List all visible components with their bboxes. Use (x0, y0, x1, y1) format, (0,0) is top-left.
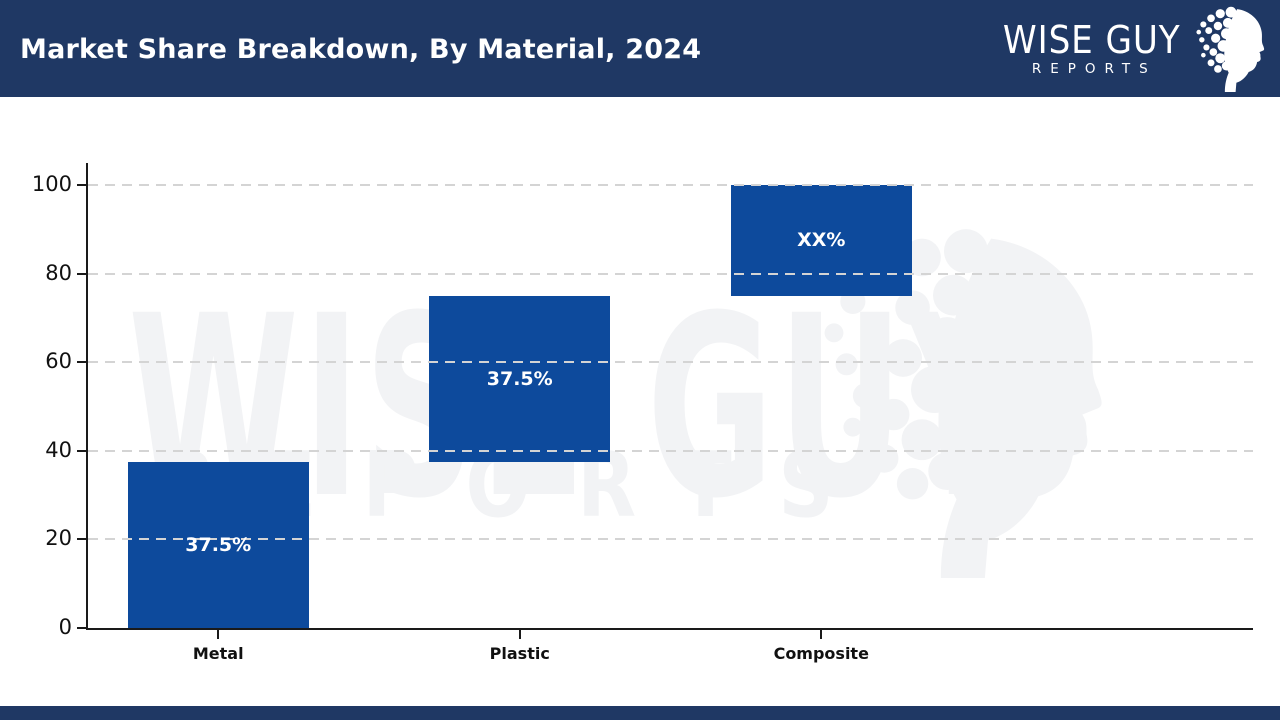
bar-value-label: 37.5% (486, 367, 553, 390)
x-axis-spine (86, 628, 1253, 630)
x-category-label: Composite (773, 644, 869, 663)
y-tick-label: 0 (58, 615, 72, 640)
y-tick-mark (77, 361, 86, 364)
y-gridline (88, 361, 1253, 364)
plot-area: 0 20 40 60 80 100 Metal Plastic Composite 37.5% 37… (32, 163, 1253, 663)
x-category-label: Plastic (489, 644, 550, 663)
y-tick-label: 100 (31, 172, 72, 197)
y-tick-mark (77, 449, 86, 452)
brand-name: WISE GUY (1002, 17, 1181, 62)
x-tick-mark (217, 630, 220, 639)
y-tick-mark (77, 627, 86, 629)
y-tick-label: 20 (45, 526, 72, 551)
brand-logo: WISE GUY REPORTS (993, 5, 1270, 93)
y-gridline (88, 184, 1253, 186)
bar-segment (429, 295, 611, 462)
x-tick-mark (820, 630, 823, 639)
y-axis-spine (86, 163, 88, 630)
logo-head-graphic (1192, 6, 1270, 92)
bar-value-label: XX% (797, 229, 846, 252)
bar-segment (127, 461, 309, 628)
y-tick-label: 40 (45, 437, 72, 462)
x-category-label: Metal (192, 644, 244, 663)
y-gridline (88, 538, 1253, 541)
x-tick-mark (518, 630, 521, 639)
brand-subtitle: REPORTS (1031, 61, 1157, 78)
bar-value-label: 37.5% (185, 533, 252, 556)
y-tick-mark (77, 272, 86, 275)
bar-segment (730, 185, 912, 296)
y-tick-mark (77, 184, 86, 186)
y-gridline (88, 449, 1253, 452)
y-gridline (88, 272, 1253, 275)
brand-logo-text: WISE GUY REPORTS (993, 17, 1190, 78)
y-tick-label: 60 (45, 349, 72, 374)
y-tick-mark (77, 538, 86, 541)
footer-band (0, 706, 1280, 720)
y-tick-label: 80 (45, 260, 72, 285)
chart-title: Market Share Breakdown, By Material, 202… (20, 34, 702, 65)
header-band: Market Share Breakdown, By Material, 202… (0, 0, 1280, 97)
